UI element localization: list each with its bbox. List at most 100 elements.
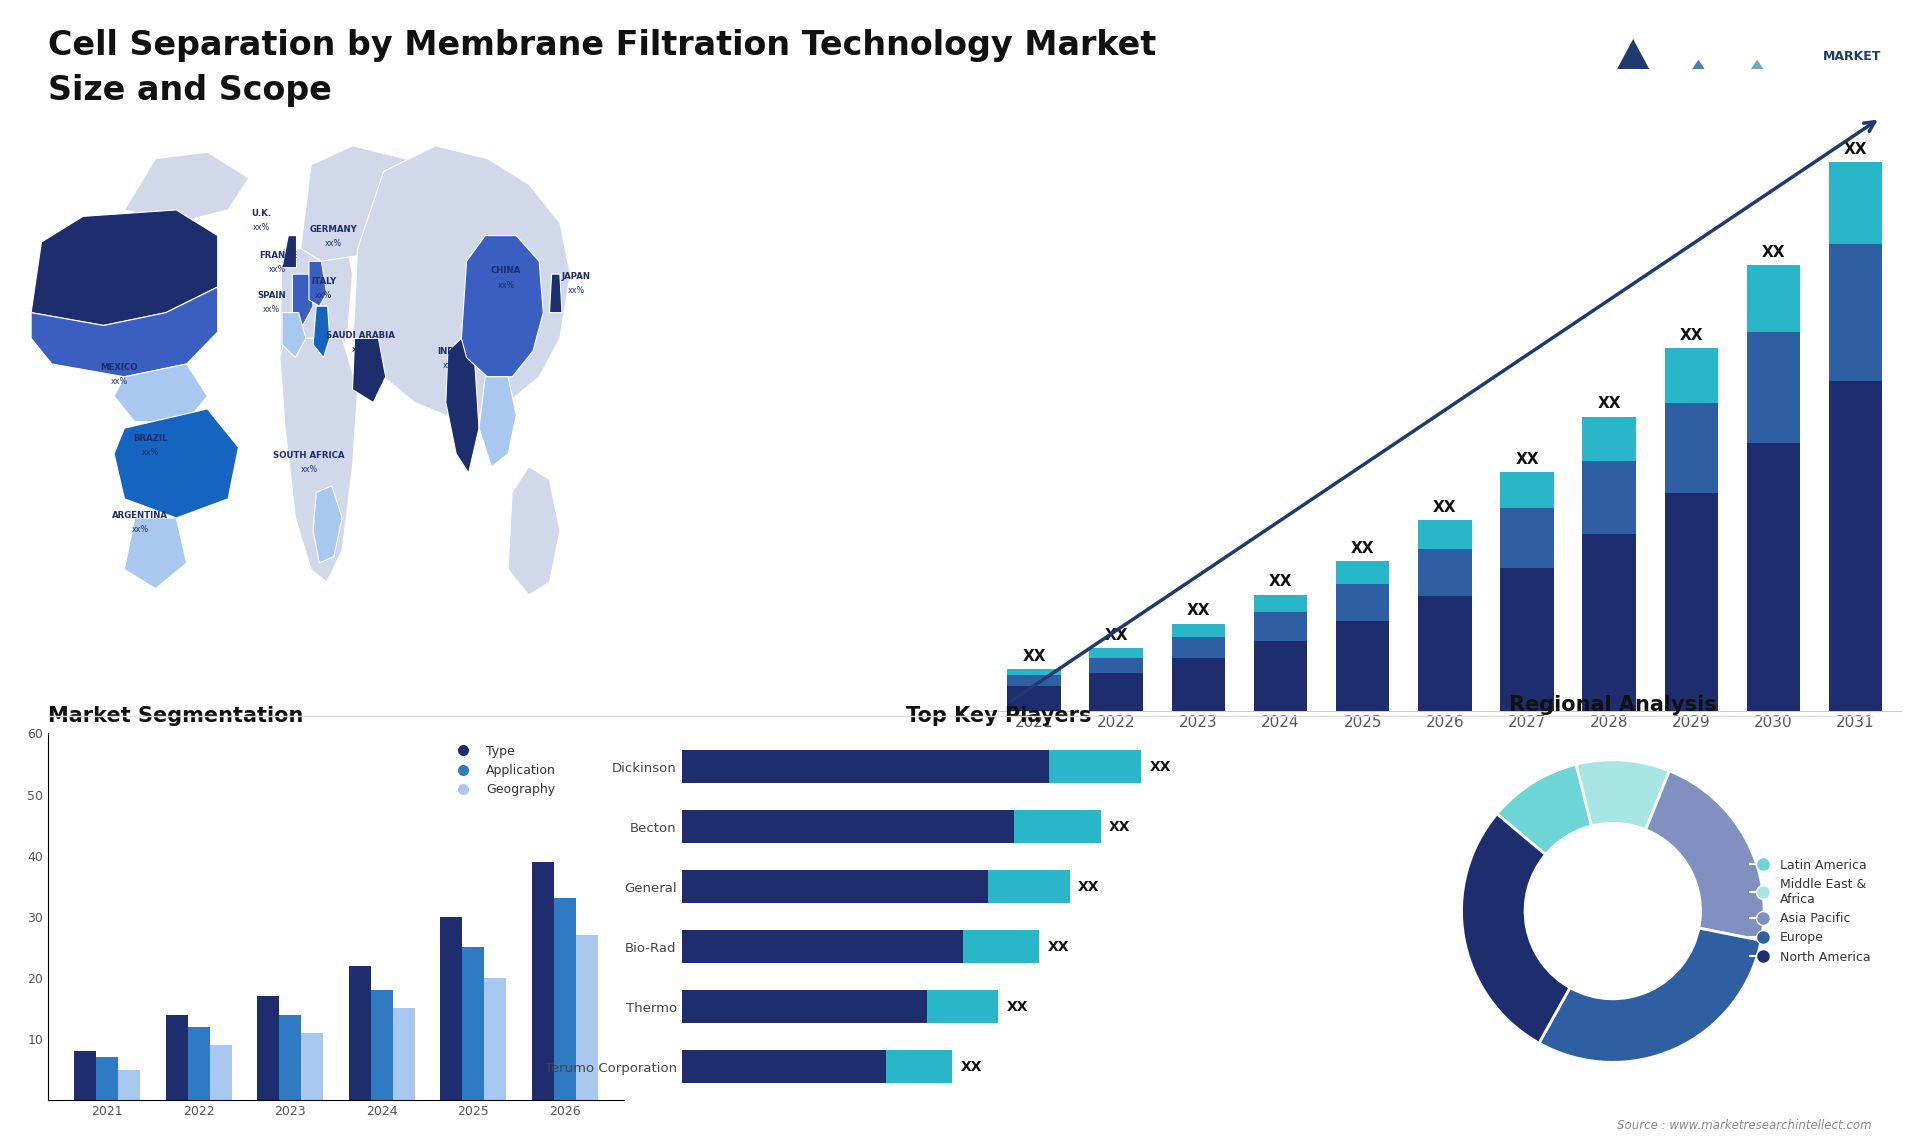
Text: FRANCE: FRANCE bbox=[259, 251, 298, 260]
Bar bbox=[1089, 649, 1142, 658]
Bar bbox=[463, 948, 484, 1100]
Bar bbox=[75, 1051, 96, 1100]
Bar bbox=[1254, 612, 1308, 641]
Polygon shape bbox=[509, 466, 561, 595]
Bar bbox=[1582, 416, 1636, 461]
Bar bbox=[1500, 567, 1553, 711]
Bar bbox=[532, 862, 553, 1100]
Text: xx%: xx% bbox=[351, 345, 369, 354]
Text: INDIA: INDIA bbox=[438, 347, 465, 356]
Text: xx%: xx% bbox=[442, 361, 459, 370]
Text: Market Segmentation: Market Segmentation bbox=[48, 706, 303, 727]
Text: xx%: xx% bbox=[142, 448, 159, 457]
Text: xx%: xx% bbox=[324, 240, 342, 249]
Text: XX: XX bbox=[1843, 142, 1868, 157]
Text: xx%: xx% bbox=[253, 223, 271, 233]
Bar bbox=[96, 1058, 119, 1100]
Bar bbox=[1747, 266, 1801, 332]
Bar bbox=[1665, 348, 1718, 402]
Polygon shape bbox=[1574, 39, 1692, 149]
Bar bbox=[165, 1014, 188, 1100]
Bar bbox=[209, 1045, 232, 1100]
Polygon shape bbox=[445, 338, 478, 473]
Title: Top Key Players: Top Key Players bbox=[906, 706, 1091, 727]
Polygon shape bbox=[113, 364, 207, 422]
Bar bbox=[682, 810, 1014, 843]
Bar bbox=[1008, 685, 1060, 711]
Text: INTELLECT: INTELLECT bbox=[1822, 124, 1882, 134]
Text: XX: XX bbox=[1006, 1000, 1027, 1014]
Text: SPAIN: SPAIN bbox=[257, 291, 286, 300]
Text: GERMANY: GERMANY bbox=[309, 226, 357, 234]
Text: XX: XX bbox=[1352, 541, 1375, 556]
Text: xx%: xx% bbox=[300, 465, 317, 474]
Text: XX: XX bbox=[1515, 453, 1538, 468]
Bar bbox=[1419, 596, 1471, 711]
Polygon shape bbox=[301, 146, 528, 261]
Bar bbox=[1419, 549, 1471, 596]
Bar bbox=[119, 1069, 140, 1100]
Bar bbox=[394, 1008, 415, 1100]
Bar bbox=[371, 990, 394, 1100]
Polygon shape bbox=[125, 152, 250, 222]
Polygon shape bbox=[125, 518, 186, 589]
Bar bbox=[1171, 623, 1225, 637]
Bar bbox=[1336, 562, 1390, 583]
Text: xx%: xx% bbox=[497, 281, 515, 290]
Bar bbox=[1008, 675, 1060, 685]
Bar bbox=[1419, 520, 1471, 549]
Bar bbox=[1014, 810, 1100, 843]
Bar bbox=[278, 1014, 301, 1100]
Bar bbox=[1500, 508, 1553, 567]
Polygon shape bbox=[313, 306, 330, 358]
Bar bbox=[188, 1027, 209, 1100]
Bar bbox=[1171, 637, 1225, 658]
Text: xx%: xx% bbox=[263, 305, 280, 314]
Bar bbox=[257, 996, 278, 1100]
Bar bbox=[553, 898, 576, 1100]
Polygon shape bbox=[280, 338, 357, 582]
Text: XX: XX bbox=[1079, 880, 1100, 894]
Wedge shape bbox=[1540, 928, 1761, 1062]
Polygon shape bbox=[353, 146, 570, 415]
Text: xx%: xx% bbox=[131, 525, 148, 534]
Bar bbox=[576, 935, 597, 1100]
Polygon shape bbox=[280, 249, 353, 377]
Bar bbox=[1747, 332, 1801, 444]
Polygon shape bbox=[282, 236, 296, 268]
Polygon shape bbox=[478, 377, 516, 466]
Text: XX: XX bbox=[1104, 628, 1127, 643]
Text: xx%: xx% bbox=[90, 307, 108, 316]
Text: Source : www.marketresearchintellect.com: Source : www.marketresearchintellect.com bbox=[1617, 1120, 1872, 1132]
Polygon shape bbox=[353, 338, 386, 402]
Title: Regional Analysis: Regional Analysis bbox=[1509, 694, 1716, 715]
Polygon shape bbox=[31, 286, 217, 377]
Text: CANADA: CANADA bbox=[79, 226, 119, 234]
Bar bbox=[1500, 472, 1553, 508]
Text: MEXICO: MEXICO bbox=[100, 363, 138, 372]
Bar bbox=[484, 978, 507, 1100]
Text: Size and Scope: Size and Scope bbox=[48, 74, 332, 108]
Bar bbox=[682, 1051, 885, 1083]
Text: ARGENTINA: ARGENTINA bbox=[111, 511, 167, 520]
Bar bbox=[301, 1033, 323, 1100]
Text: XX: XX bbox=[1432, 500, 1457, 515]
Text: XX: XX bbox=[1269, 574, 1292, 589]
Text: xx%: xx% bbox=[90, 240, 108, 249]
Bar bbox=[682, 990, 927, 1023]
Bar bbox=[1254, 641, 1308, 711]
Bar bbox=[440, 917, 463, 1100]
Polygon shape bbox=[31, 210, 217, 325]
Bar bbox=[1747, 444, 1801, 711]
Text: SOUTH AFRICA: SOUTH AFRICA bbox=[273, 452, 346, 461]
Text: XX: XX bbox=[1680, 328, 1703, 343]
Bar bbox=[1254, 595, 1308, 612]
Polygon shape bbox=[309, 261, 326, 306]
Bar bbox=[682, 870, 989, 903]
Text: ITALY: ITALY bbox=[311, 276, 336, 285]
Text: XX: XX bbox=[1763, 245, 1786, 260]
Bar bbox=[349, 966, 371, 1100]
Bar bbox=[1008, 669, 1060, 675]
Wedge shape bbox=[1498, 764, 1592, 855]
Wedge shape bbox=[1645, 771, 1764, 941]
